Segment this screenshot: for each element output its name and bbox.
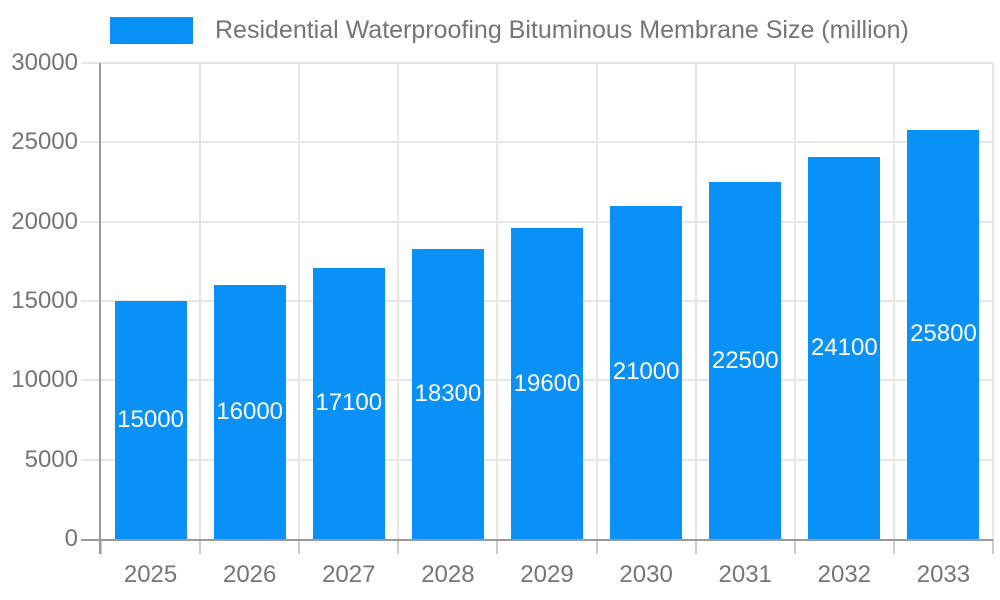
x-axis-label: 2033: [916, 561, 971, 588]
bar[interactable]: [114, 301, 187, 539]
bar-value-label: 19600: [513, 369, 581, 397]
x-axis-label: 2027: [322, 561, 376, 588]
bar-value-label: 17100: [315, 389, 383, 417]
x-axis-label: 2026: [222, 561, 277, 588]
x-gridline: [298, 63, 301, 539]
bar[interactable]: [907, 129, 980, 539]
bar-value-label: 16000: [216, 398, 284, 426]
legend-label: Residential Waterproofing Bituminous Mem…: [215, 15, 909, 44]
bar-value-label: 24100: [810, 333, 878, 361]
x-axis-tick: [496, 539, 499, 554]
bar[interactable]: [312, 267, 385, 539]
x-axis-tick: [694, 539, 697, 554]
x-axis-label: 2028: [421, 561, 475, 588]
x-axis-tick: [100, 539, 102, 554]
legend-swatch: [110, 16, 193, 44]
x-gridline: [496, 63, 499, 539]
x-axis-tick: [595, 539, 598, 554]
bar[interactable]: [213, 285, 286, 539]
y-gridline: [81, 62, 993, 64]
x-axis-label: 2025: [123, 561, 178, 588]
bar[interactable]: [808, 156, 881, 539]
x-gridline: [694, 63, 697, 539]
bar[interactable]: [511, 228, 583, 539]
x-axis-label: 2030: [619, 561, 673, 588]
legend-item[interactable]: Residential Waterproofing Bituminous Mem…: [110, 13, 909, 47]
x-axis-tick: [397, 539, 400, 554]
x-gridline: [397, 63, 400, 539]
x-gridline: [793, 63, 796, 539]
bar[interactable]: [709, 182, 782, 539]
x-axis-tick: [992, 539, 994, 554]
y-gridline: [81, 220, 993, 223]
x-gridline: [892, 63, 895, 539]
bar-value-label: 15000: [117, 406, 184, 433]
x-axis-label: 2029: [520, 561, 574, 588]
bar-value-label: 25800: [910, 320, 977, 348]
y-axis-line: [99, 63, 101, 554]
x-axis-label: 2031: [718, 561, 772, 588]
x-axis-tick: [892, 539, 895, 554]
x-gridline: [595, 63, 598, 539]
x-axis-label: 2032: [817, 561, 872, 588]
x-axis-tick: [793, 539, 796, 554]
bar[interactable]: [411, 248, 484, 539]
y-axis-label: 0: [64, 525, 78, 552]
x-axis-tick: [199, 539, 202, 554]
y-axis-label: 15000: [11, 287, 78, 314]
bar-value-label: 22500: [711, 346, 779, 374]
x-gridline: [199, 63, 202, 539]
x-gridline: [992, 63, 994, 539]
y-axis-label: 25000: [11, 128, 78, 156]
y-axis-label: 5000: [24, 445, 78, 473]
x-axis-line: [81, 539, 993, 541]
y-axis-label: 10000: [11, 366, 78, 394]
bar-value-label: 21000: [612, 358, 680, 386]
y-gridline: [81, 141, 993, 144]
y-axis-label: 30000: [11, 49, 78, 76]
bar[interactable]: [610, 205, 683, 539]
y-axis-label: 20000: [11, 207, 78, 235]
x-axis-tick: [298, 539, 301, 554]
bar-value-label: 18300: [414, 379, 482, 407]
